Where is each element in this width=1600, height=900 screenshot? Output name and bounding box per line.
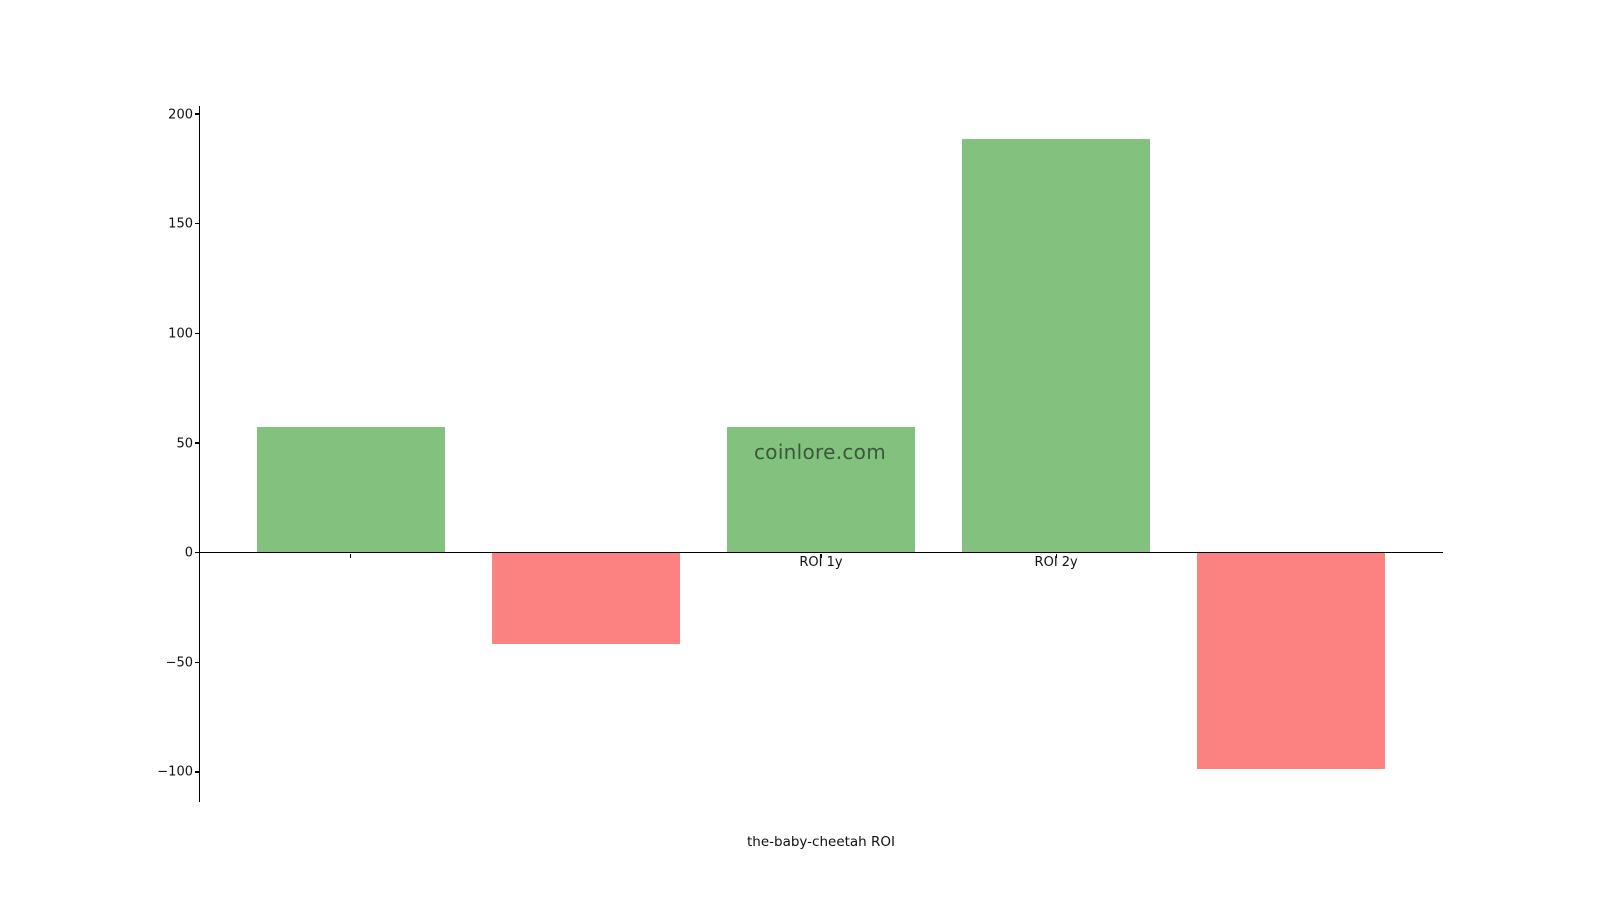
x-tick-label: ROI 2y bbox=[1034, 555, 1078, 571]
bar-positive bbox=[962, 138, 1151, 553]
x-axis-zero-line bbox=[198, 551, 1443, 554]
watermark: coinlore.com bbox=[753, 440, 887, 464]
x-tick-mark bbox=[1055, 554, 1057, 558]
x-tick-label: ROI 1y bbox=[799, 555, 843, 571]
y-tick-label: 50 bbox=[176, 436, 193, 452]
x-axis-label: the-baby-cheetah ROI bbox=[746, 834, 896, 850]
y-tick-mark bbox=[195, 661, 200, 663]
y-tick-mark bbox=[195, 771, 200, 773]
x-tick-mark bbox=[350, 554, 352, 558]
x-tick-mark bbox=[820, 554, 822, 558]
y-tick-mark bbox=[195, 332, 200, 335]
bar-positive bbox=[726, 426, 916, 553]
y-tick-mark bbox=[195, 113, 200, 115]
y-tick-label: −100 bbox=[157, 764, 193, 780]
bar-negative bbox=[1197, 552, 1386, 769]
bar-negative bbox=[491, 552, 680, 644]
bar-positive bbox=[256, 426, 445, 553]
y-tick-label: 0 bbox=[184, 545, 193, 561]
y-tick-label: 150 bbox=[168, 216, 193, 232]
y-tick-mark bbox=[195, 223, 200, 225]
y-tick-label: 100 bbox=[168, 326, 193, 342]
y-tick-mark bbox=[195, 552, 200, 554]
y-tick-mark bbox=[195, 442, 200, 444]
y-tick-label: 200 bbox=[168, 107, 193, 123]
y-tick-label: −50 bbox=[165, 655, 193, 671]
y-axis-spine bbox=[198, 106, 201, 802]
